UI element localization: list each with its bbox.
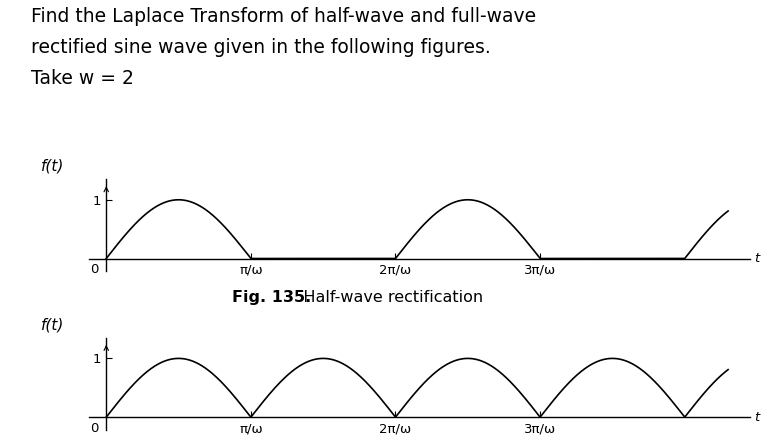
Text: 0: 0 [90, 263, 99, 276]
Text: 0: 0 [90, 422, 99, 435]
Y-axis label: f(t): f(t) [41, 159, 64, 174]
Text: Find the Laplace Transform of half-wave and full-wave: Find the Laplace Transform of half-wave … [31, 7, 536, 26]
Text: t: t [754, 411, 759, 424]
Text: Fig. 135.: Fig. 135. [232, 290, 312, 306]
Text: rectified sine wave given in the following figures.: rectified sine wave given in the followi… [31, 38, 491, 57]
Y-axis label: f(t): f(t) [41, 317, 64, 332]
Text: Half-wave rectification: Half-wave rectification [288, 290, 482, 306]
Text: Take w = 2: Take w = 2 [31, 69, 134, 88]
Text: t: t [754, 252, 759, 265]
